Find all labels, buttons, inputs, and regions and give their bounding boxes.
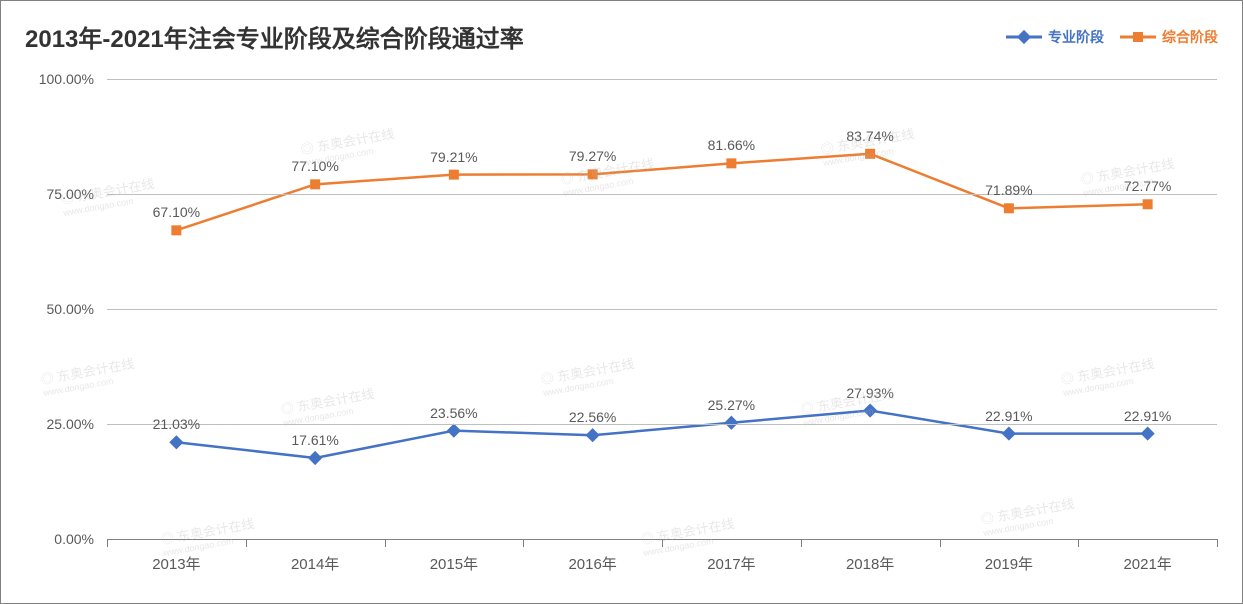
x-tick — [246, 539, 247, 547]
chart-container: 2013年-2021年注会专业阶段及综合阶段通过率 专业阶段 综合阶段 0.00… — [0, 0, 1243, 604]
x-tick — [801, 539, 802, 547]
gridline — [107, 79, 1217, 80]
marker — [169, 435, 183, 449]
legend-label-0: 专业阶段 — [1048, 27, 1104, 47]
x-axis-label: 2015年 — [430, 553, 478, 574]
marker — [449, 170, 459, 180]
marker — [1143, 199, 1153, 209]
x-tick — [107, 539, 108, 547]
data-label: 25.27% — [708, 397, 755, 413]
marker — [1002, 427, 1016, 441]
x-tick — [662, 539, 663, 547]
gridline — [107, 424, 1217, 425]
legend: 专业阶段 综合阶段 — [1006, 27, 1218, 47]
x-axis-label: 2021年 — [1123, 553, 1171, 574]
data-label: 71.89% — [985, 182, 1032, 198]
legend-marker-1 — [1133, 32, 1143, 42]
gridline — [107, 194, 1217, 195]
marker — [726, 158, 736, 168]
data-label: 77.10% — [291, 158, 338, 174]
x-axis-label: 2014年 — [291, 553, 339, 574]
x-axis-label: 2018年 — [846, 553, 894, 574]
marker — [171, 225, 181, 235]
legend-item-0: 专业阶段 — [1006, 27, 1104, 47]
marker — [724, 416, 738, 430]
x-tick — [1078, 539, 1079, 547]
data-label: 79.21% — [430, 149, 477, 165]
marker — [308, 451, 322, 465]
data-label: 72.77% — [1124, 178, 1171, 194]
data-label: 22.56% — [569, 409, 616, 425]
y-tick-label: 0.00% — [4, 531, 94, 547]
data-label: 83.74% — [846, 128, 893, 144]
marker — [863, 403, 877, 417]
legend-swatch-1 — [1120, 30, 1156, 44]
data-label: 23.56% — [430, 405, 477, 421]
legend-label-1: 综合阶段 — [1162, 27, 1218, 47]
y-tick-label: 50.00% — [4, 301, 94, 317]
marker — [310, 179, 320, 189]
marker — [586, 428, 600, 442]
marker — [588, 169, 598, 179]
marker — [447, 424, 461, 438]
x-axis-label: 2013年 — [152, 553, 200, 574]
y-tick-label: 25.00% — [4, 416, 94, 432]
y-tick-label: 75.00% — [4, 186, 94, 202]
data-label: 22.91% — [985, 408, 1032, 424]
x-tick — [940, 539, 941, 547]
chart-title: 2013年-2021年注会专业阶段及综合阶段通过率 — [25, 19, 524, 54]
x-axis-label: 2016年 — [568, 553, 616, 574]
data-label: 67.10% — [153, 204, 200, 220]
data-label: 79.27% — [569, 148, 616, 164]
marker — [1141, 427, 1155, 441]
data-label: 27.93% — [846, 385, 893, 401]
legend-item-1: 综合阶段 — [1120, 27, 1218, 47]
data-label: 17.61% — [291, 432, 338, 448]
legend-swatch-0 — [1006, 30, 1042, 44]
marker — [1004, 203, 1014, 213]
legend-marker-0 — [1017, 29, 1031, 43]
x-axis-label: 2019年 — [985, 553, 1033, 574]
marker — [865, 149, 875, 159]
y-tick-label: 100.00% — [4, 71, 94, 87]
gridline — [107, 309, 1217, 310]
x-axis-label: 2017年 — [707, 553, 755, 574]
chart-header: 2013年-2021年注会专业阶段及综合阶段通过率 专业阶段 综合阶段 — [25, 19, 1218, 54]
data-label: 21.03% — [153, 416, 200, 432]
x-tick — [385, 539, 386, 547]
data-label: 81.66% — [708, 137, 755, 153]
x-tick — [523, 539, 524, 547]
data-label: 22.91% — [1124, 408, 1171, 424]
x-tick — [1217, 539, 1218, 547]
